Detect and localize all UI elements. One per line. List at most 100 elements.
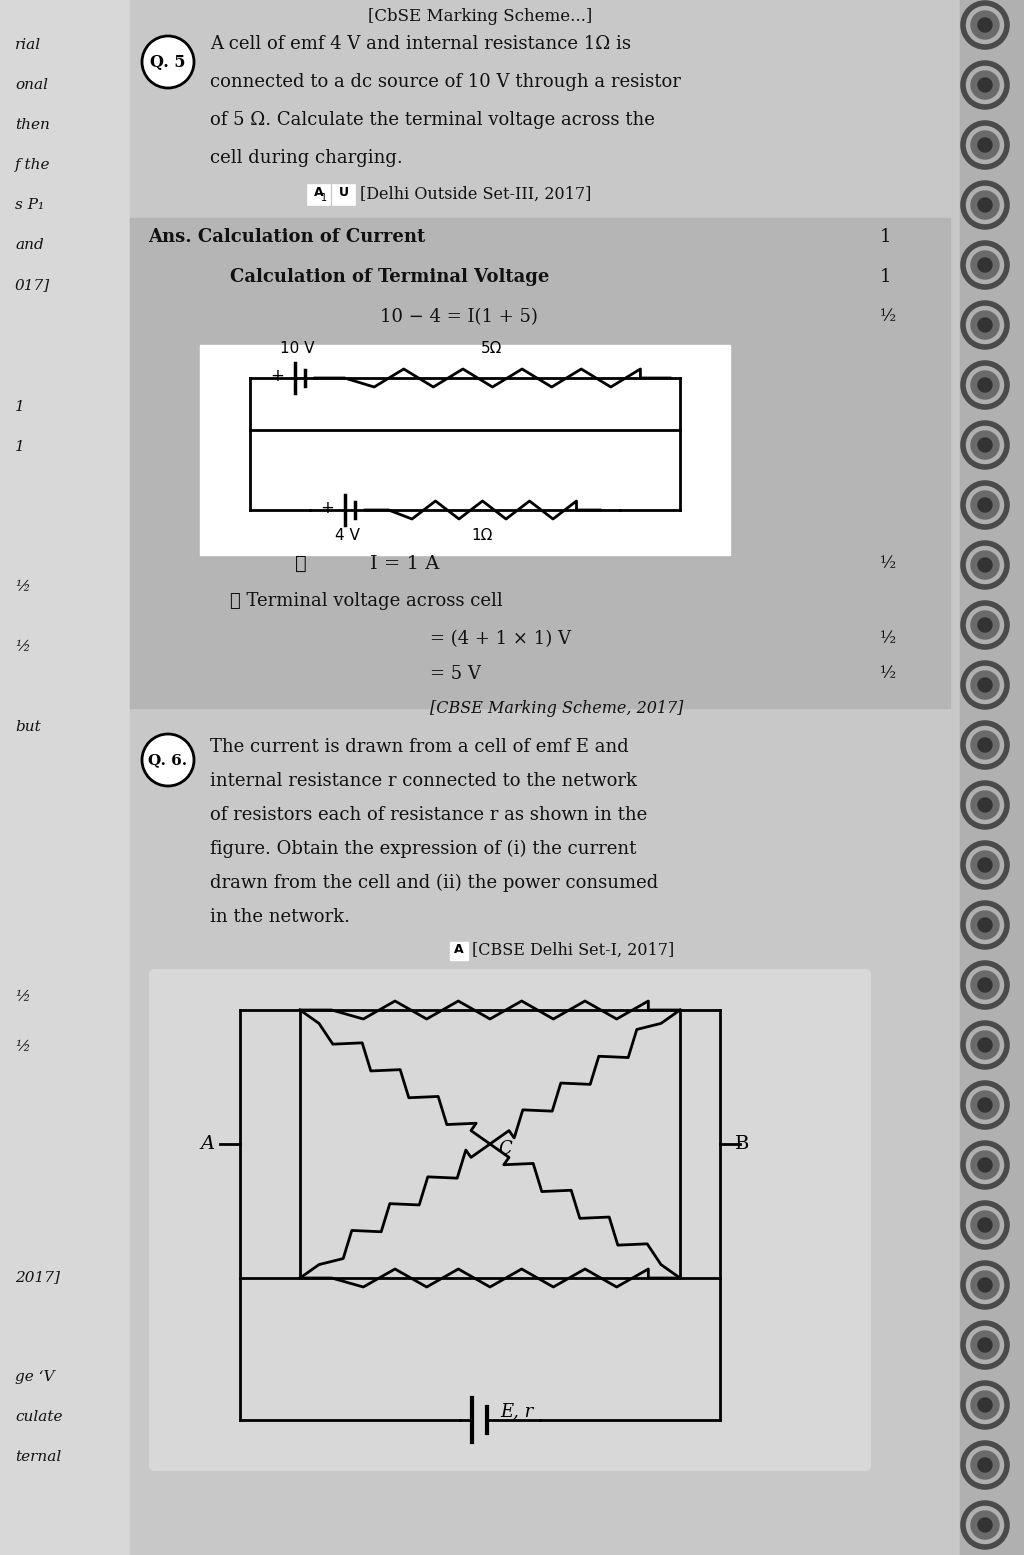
- Circle shape: [978, 1218, 992, 1232]
- Circle shape: [971, 1092, 999, 1120]
- Circle shape: [142, 734, 194, 785]
- Text: 10 V: 10 V: [280, 341, 314, 356]
- Circle shape: [971, 131, 999, 159]
- Circle shape: [971, 1451, 999, 1479]
- Circle shape: [978, 1278, 992, 1292]
- Text: and: and: [15, 238, 44, 252]
- Text: 017]: 017]: [15, 278, 50, 292]
- Circle shape: [978, 1459, 992, 1473]
- Text: ½: ½: [15, 580, 30, 594]
- Circle shape: [971, 1511, 999, 1539]
- Bar: [0, 0, 130, 1555]
- Text: Q. 6.: Q. 6.: [148, 753, 187, 767]
- Text: ½: ½: [880, 630, 896, 647]
- Text: ½: ½: [15, 1040, 30, 1054]
- Circle shape: [978, 439, 992, 453]
- Text: s P₁: s P₁: [15, 197, 44, 211]
- Bar: [130, 0, 970, 1555]
- Circle shape: [971, 72, 999, 100]
- Text: +: +: [270, 367, 284, 386]
- Text: ∴: ∴: [295, 555, 307, 572]
- Circle shape: [978, 138, 992, 152]
- Text: figure. Obtain the expression of (i) the current: figure. Obtain the expression of (i) the…: [210, 840, 636, 858]
- Circle shape: [978, 678, 992, 692]
- Circle shape: [971, 611, 999, 639]
- Circle shape: [978, 19, 992, 33]
- Text: 10 − 4 = I(1 + 5): 10 − 4 = I(1 + 5): [380, 308, 538, 327]
- Text: rial: rial: [15, 37, 41, 51]
- Text: Ans. Calculation of Current: Ans. Calculation of Current: [148, 229, 425, 246]
- Text: 1: 1: [880, 267, 892, 286]
- Circle shape: [978, 498, 992, 512]
- Circle shape: [142, 36, 194, 89]
- Circle shape: [978, 558, 992, 572]
- Circle shape: [978, 858, 992, 872]
- Circle shape: [971, 491, 999, 519]
- Bar: [333, 185, 355, 205]
- Circle shape: [971, 970, 999, 998]
- Text: [Delhi Outside Set-III, 2017]: [Delhi Outside Set-III, 2017]: [360, 187, 592, 204]
- Text: ge ‘V: ge ‘V: [15, 1370, 54, 1384]
- Text: of resistors each of resistance r as shown in the: of resistors each of resistance r as sho…: [210, 805, 647, 824]
- Text: = 5 V: = 5 V: [430, 666, 481, 683]
- Circle shape: [978, 617, 992, 631]
- Circle shape: [971, 1211, 999, 1239]
- Bar: [450, 942, 468, 959]
- Text: ½: ½: [15, 641, 30, 655]
- Text: Q. 5: Q. 5: [151, 53, 185, 70]
- FancyBboxPatch shape: [150, 970, 870, 1469]
- Circle shape: [971, 1331, 999, 1359]
- Circle shape: [978, 917, 992, 931]
- Circle shape: [978, 1398, 992, 1412]
- Text: 1Ω: 1Ω: [471, 529, 493, 543]
- Circle shape: [978, 78, 992, 92]
- Text: cell during charging.: cell during charging.: [210, 149, 402, 166]
- Text: f the: f the: [15, 159, 50, 173]
- Circle shape: [971, 11, 999, 39]
- Circle shape: [971, 1031, 999, 1059]
- Circle shape: [971, 372, 999, 400]
- Text: then: then: [15, 118, 50, 132]
- Text: ½: ½: [880, 308, 896, 325]
- Text: culate: culate: [15, 1410, 62, 1424]
- Text: A: A: [201, 1135, 215, 1152]
- Circle shape: [978, 197, 992, 211]
- Text: A: A: [455, 942, 464, 956]
- Bar: [200, 345, 730, 555]
- Text: 1: 1: [15, 400, 25, 414]
- Circle shape: [971, 311, 999, 339]
- Text: internal resistance r connected to the network: internal resistance r connected to the n…: [210, 771, 637, 790]
- Circle shape: [971, 550, 999, 578]
- Circle shape: [978, 1337, 992, 1351]
- Text: [CBSE Marking Scheme, 2017]: [CBSE Marking Scheme, 2017]: [430, 700, 683, 717]
- Text: ∴ Terminal voltage across cell: ∴ Terminal voltage across cell: [230, 592, 503, 610]
- Text: ½: ½: [880, 555, 896, 572]
- Circle shape: [971, 1392, 999, 1420]
- Text: A: A: [314, 187, 324, 199]
- Circle shape: [971, 731, 999, 759]
- Circle shape: [978, 1039, 992, 1053]
- Circle shape: [978, 739, 992, 753]
- Circle shape: [978, 378, 992, 392]
- Text: ternal: ternal: [15, 1449, 61, 1463]
- Circle shape: [971, 250, 999, 278]
- Circle shape: [978, 1518, 992, 1532]
- Bar: [308, 185, 330, 205]
- Text: 2017]: 2017]: [15, 1270, 60, 1284]
- Circle shape: [978, 319, 992, 333]
- Text: 1: 1: [15, 440, 25, 454]
- Text: B: B: [735, 1135, 750, 1152]
- Circle shape: [978, 258, 992, 272]
- Text: in the network.: in the network.: [210, 908, 350, 925]
- Circle shape: [971, 1151, 999, 1179]
- Text: of 5 Ω. Calculate the terminal voltage across the: of 5 Ω. Calculate the terminal voltage a…: [210, 110, 655, 129]
- Text: U: U: [339, 187, 349, 199]
- Bar: [961, 0, 1024, 1555]
- Text: +: +: [321, 499, 334, 516]
- Circle shape: [978, 798, 992, 812]
- Circle shape: [978, 1158, 992, 1172]
- Bar: [130, 218, 950, 708]
- Circle shape: [971, 672, 999, 700]
- Text: [CBSE Delhi Set-I, 2017]: [CBSE Delhi Set-I, 2017]: [472, 942, 674, 959]
- Text: 1: 1: [880, 229, 892, 246]
